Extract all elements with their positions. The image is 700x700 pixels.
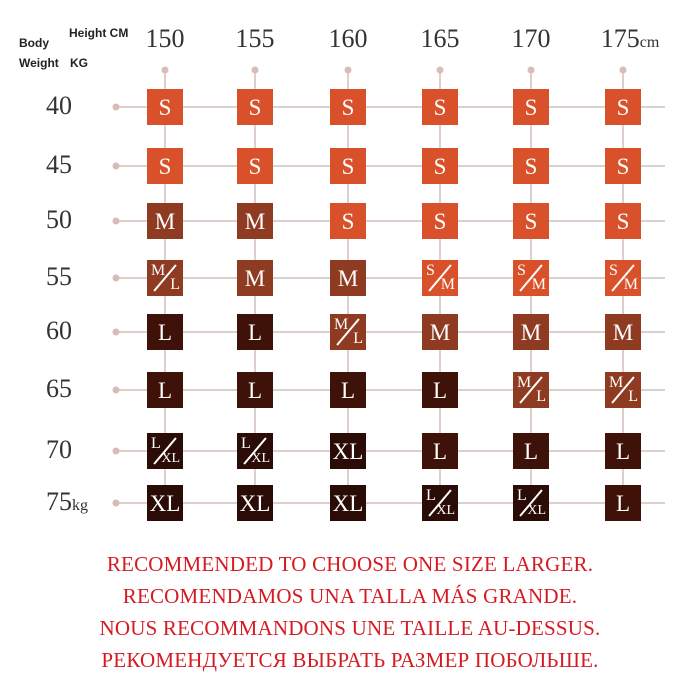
weight-label-55: 55 [46, 262, 72, 291]
size-cell: M [237, 203, 273, 239]
grid-dot [251, 66, 259, 74]
size-cell: L [237, 372, 273, 408]
size-cell: M [422, 314, 458, 350]
weight-label-45: 45 [46, 150, 72, 179]
size-cell: L [605, 433, 641, 469]
grid-hline [116, 165, 665, 167]
size-cell: S [237, 148, 273, 184]
grid-dot [619, 66, 627, 74]
grid-dot [527, 66, 535, 74]
size-cell: S [513, 148, 549, 184]
size-cell: L XL [513, 485, 549, 521]
size-cell: L [147, 372, 183, 408]
weight-label-70: 70 [46, 435, 72, 464]
height-label-160: 160 [328, 24, 368, 53]
grid-dot [112, 217, 120, 225]
size-cell: L [605, 485, 641, 521]
size-cell: L XL [147, 433, 183, 469]
size-cell: M [330, 260, 366, 296]
size-cell: S [147, 89, 183, 125]
size-cell: S [147, 148, 183, 184]
size-cell: S [605, 203, 641, 239]
size-cell: S [513, 203, 549, 239]
weight-unit: kg [72, 497, 88, 514]
height-unit: cm [639, 34, 660, 51]
grid-hline [116, 502, 665, 504]
size-cell: S [422, 203, 458, 239]
note-spanish: RECOMENDAMOS UNA TALLA MÁS GRANDE. [122, 584, 578, 608]
grid-dot [112, 328, 120, 336]
grid-dot [344, 66, 352, 74]
size-cell: L [147, 314, 183, 350]
height-label-150: 150 [145, 24, 185, 53]
weight-label-60: 60 [46, 316, 72, 345]
size-cell: XL [330, 433, 366, 469]
size-cell: S [330, 89, 366, 125]
weight-label: Weight [19, 56, 59, 70]
note-russian: РЕКОМЕНДУЕТСЯ ВЫБРАТЬ РАЗМЕР ПОБОЛЬШЕ. [101, 648, 599, 672]
size-cell: L [422, 372, 458, 408]
size-cell: M [605, 314, 641, 350]
size-cell: L [513, 433, 549, 469]
grid-dot [112, 274, 120, 282]
size-cell: L [237, 314, 273, 350]
height-label: Height CM [69, 26, 129, 40]
grid-hline [116, 389, 665, 391]
height-label-175: 175cm [600, 24, 660, 53]
body-label: Body [19, 36, 49, 50]
height-label-155: 155 [235, 24, 275, 53]
size-cell: XL [237, 485, 273, 521]
size-cell: S [330, 203, 366, 239]
weight-label-65: 65 [46, 374, 72, 403]
size-cell: M [513, 314, 549, 350]
size-cell: S [237, 89, 273, 125]
size-cell: S [422, 148, 458, 184]
size-chart: Body Weight KG Height CM 150 155 160 165 170… [19, 24, 665, 521]
grid-dot [112, 162, 120, 170]
recommendation-notes: RECOMMENDED TO CHOOSE ONE SIZE LARGER. R… [0, 548, 700, 676]
grid-dot [112, 447, 120, 455]
grid-dot [112, 103, 120, 111]
size-cell: XL [330, 485, 366, 521]
grid-dot [112, 499, 120, 507]
grid-hline [116, 450, 665, 452]
weight-label-75: 75kg [46, 487, 88, 516]
grid-dot [112, 386, 120, 394]
height-label-170: 170 [511, 24, 551, 53]
size-cell: XL [147, 485, 183, 521]
grid-hline [116, 277, 665, 279]
note-english: RECOMMENDED TO CHOOSE ONE SIZE LARGER. [106, 552, 594, 576]
weight-label-40: 40 [46, 91, 72, 120]
grid-dot [161, 66, 169, 74]
size-cell: S [513, 89, 549, 125]
size-cell: M [237, 260, 273, 296]
grid-hline [116, 220, 665, 222]
height-label-165: 165 [420, 24, 460, 53]
size-cell: S [605, 89, 641, 125]
note-french: NOUS RECOMMANDONS UNE TAILLE AU-DESSUS. [99, 616, 601, 640]
size-cell: M [147, 203, 183, 239]
grid-hline [116, 106, 665, 108]
grid-dot [436, 66, 444, 74]
weight-unit-label: KG [70, 56, 88, 70]
size-cell: L [422, 433, 458, 469]
weight-label-50: 50 [46, 205, 72, 234]
size-cell: L XL [237, 433, 273, 469]
size-cell: S [422, 89, 458, 125]
size-cell: L XL [422, 485, 458, 521]
grid-hline [116, 331, 665, 333]
size-cell: L [330, 372, 366, 408]
size-cell: S [330, 148, 366, 184]
size-cell: S [605, 148, 641, 184]
